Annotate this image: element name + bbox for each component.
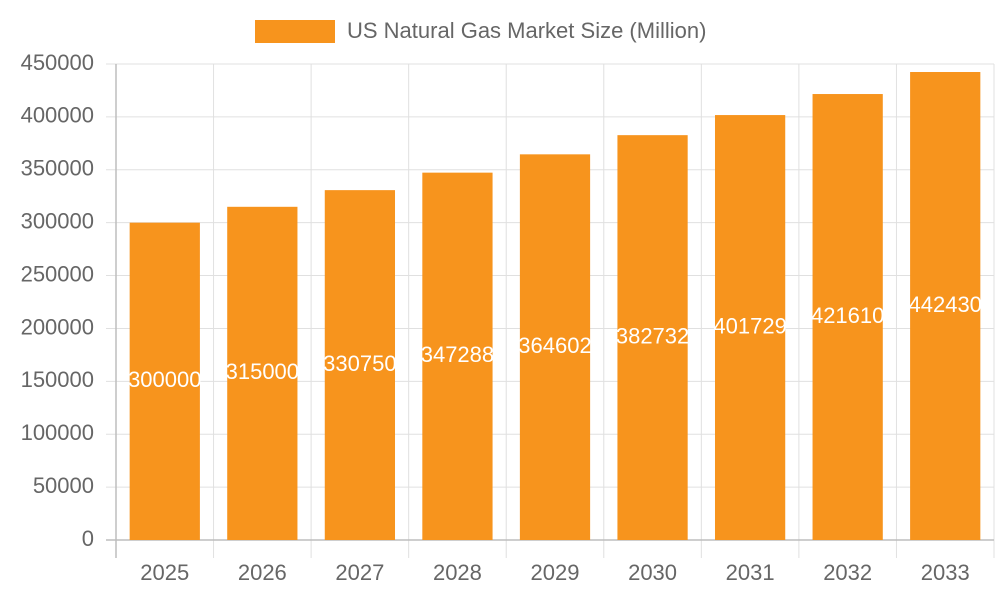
x-tick-label: 2026: [238, 560, 287, 585]
data-label: 382732: [616, 323, 689, 348]
bar: [519, 154, 591, 541]
y-tick-label: 100000: [21, 420, 94, 445]
x-tick-label: 2028: [433, 560, 482, 585]
y-tick-label: 0: [82, 526, 94, 551]
x-tick-label: 2027: [335, 560, 384, 585]
y-tick-label: 250000: [21, 261, 94, 286]
x-tick-label: 2032: [823, 560, 872, 585]
y-tick-label: 300000: [21, 208, 94, 233]
data-label: 364602: [518, 333, 591, 358]
bar: [422, 172, 493, 540]
x-tick-label: 2030: [628, 560, 677, 585]
data-label: 315000: [226, 359, 299, 384]
x-tick-label: 2025: [140, 560, 189, 585]
data-label: 421610: [811, 303, 884, 328]
bar: [910, 72, 981, 540]
y-tick-label: 50000: [33, 473, 94, 498]
bar: [227, 206, 298, 541]
bar: [714, 115, 786, 540]
y-tick-label: 450000: [21, 50, 94, 75]
x-tick-label: 2033: [921, 560, 970, 585]
legend-swatch: [255, 20, 335, 43]
y-tick-label: 200000: [21, 314, 94, 339]
bar: [324, 190, 396, 540]
data-label: 300000: [128, 367, 201, 392]
bar: [617, 135, 688, 540]
bar: [812, 94, 883, 541]
data-label: 347288: [421, 342, 494, 367]
y-tick-label: 150000: [21, 367, 94, 392]
data-label: 442430: [909, 292, 982, 317]
bar: [129, 222, 200, 540]
legend-label: US Natural Gas Market Size (Million): [347, 18, 706, 43]
y-tick-label: 350000: [21, 156, 94, 181]
x-tick-label: 2031: [726, 560, 775, 585]
data-label: 330750: [323, 351, 396, 376]
y-tick-label: 400000: [21, 103, 94, 128]
data-label: 401729: [713, 313, 786, 338]
x-tick-label: 2029: [531, 560, 580, 585]
